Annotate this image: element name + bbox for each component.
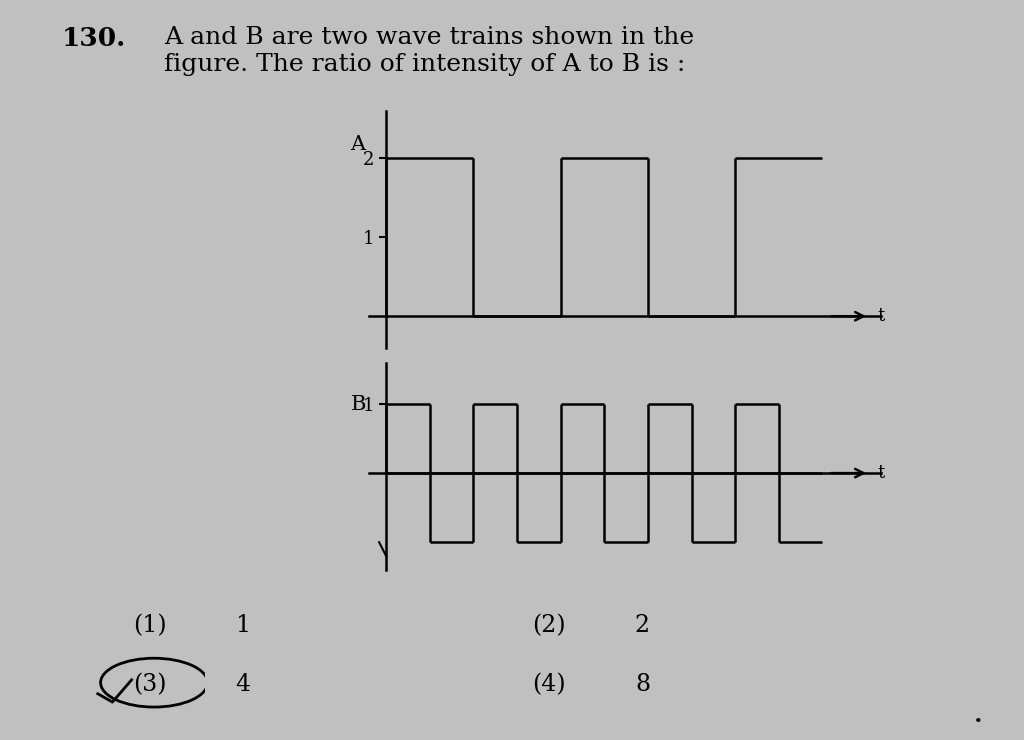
Text: .: .: [973, 696, 983, 728]
Text: (4): (4): [532, 673, 566, 696]
Text: t: t: [878, 464, 885, 482]
Text: (3): (3): [133, 673, 167, 696]
Text: 4: 4: [236, 673, 251, 696]
Text: A: A: [350, 135, 366, 154]
Text: B: B: [350, 394, 366, 414]
Text: 1: 1: [236, 613, 251, 637]
Text: 2: 2: [635, 613, 650, 637]
Text: 130.: 130.: [61, 26, 126, 51]
Text: (2): (2): [532, 613, 566, 637]
Text: 8: 8: [635, 673, 650, 696]
Text: A and B are two wave trains shown in the
figure. The ratio of intensity of A to : A and B are two wave trains shown in the…: [164, 26, 694, 75]
Text: t: t: [878, 307, 885, 325]
Text: (1): (1): [133, 613, 167, 637]
